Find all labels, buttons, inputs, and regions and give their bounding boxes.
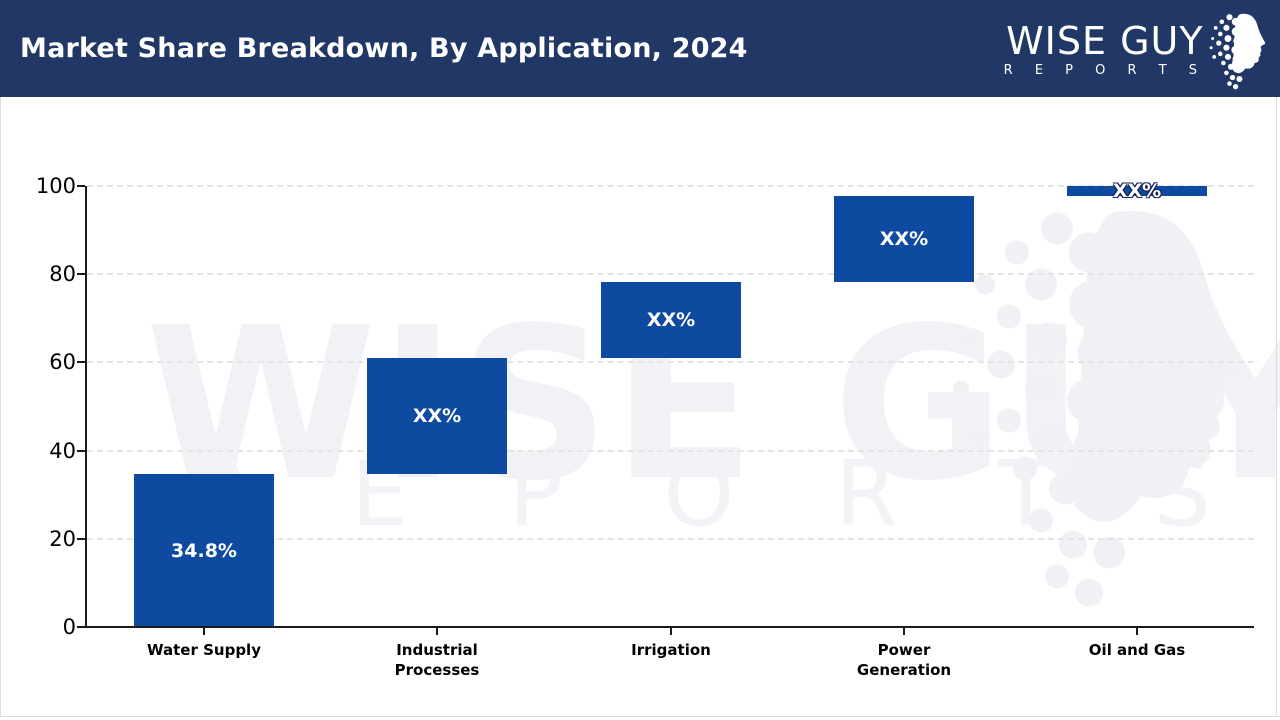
brand-logo-text: WISE GUY R E P O R T S xyxy=(1003,18,1206,79)
header-bar: Market Share Breakdown, By Application, … xyxy=(0,0,1280,97)
bar-irrigation: XX% xyxy=(601,282,741,358)
y-tick-label-0: 0 xyxy=(62,615,76,639)
y-tick-40 xyxy=(77,450,85,452)
brand-logo: WISE GUY R E P O R T S xyxy=(1004,6,1270,94)
x-tick-power-generation xyxy=(903,628,905,635)
y-axis-line xyxy=(85,186,87,628)
gridline-20 xyxy=(87,538,1254,540)
gridline-60 xyxy=(87,361,1254,363)
bar-value-label: XX% xyxy=(646,309,696,331)
bar-oil-and-gas: XX% xyxy=(1067,180,1207,202)
y-tick-80 xyxy=(77,273,85,275)
brand-subtitle: R E P O R T S xyxy=(1003,63,1206,79)
x-tick-industrial-processes xyxy=(436,628,438,635)
bar-water-supply: 34.8% xyxy=(134,474,274,627)
bar-value-label: XX% xyxy=(1112,180,1162,202)
y-tick-label-20: 20 xyxy=(49,527,76,551)
frame-border-bottom xyxy=(0,716,1280,717)
x-tick-water-supply xyxy=(203,628,205,635)
y-tick-60 xyxy=(77,361,85,363)
x-category-label-oil-and-gas: Oil and Gas xyxy=(1088,641,1186,659)
y-tick-100 xyxy=(77,185,85,187)
brand-name: WISE GUY xyxy=(1006,18,1204,63)
frame-border-right xyxy=(1276,97,1277,716)
x-tick-irrigation xyxy=(670,628,672,635)
bar-power-generation: XX% xyxy=(834,196,974,282)
y-tick-0 xyxy=(77,626,85,628)
x-category-label-power-generation: Power Generation xyxy=(856,641,952,680)
gridline-40 xyxy=(87,450,1254,452)
y-tick-label-100: 100 xyxy=(35,174,76,198)
bar-value-label: 34.8% xyxy=(171,539,237,562)
frame-border-left xyxy=(0,97,1,716)
gridline-80 xyxy=(87,273,1254,275)
bar-value-label: XX% xyxy=(412,405,462,427)
x-category-label-irrigation: Irrigation xyxy=(631,641,711,659)
gridline-100 xyxy=(87,185,1254,187)
y-tick-20 xyxy=(77,538,85,540)
x-axis-line xyxy=(87,626,1254,628)
y-tick-label-80: 80 xyxy=(49,262,76,286)
y-tick-label-40: 40 xyxy=(49,439,76,463)
x-category-label-industrial-processes: Industrial Processes xyxy=(394,641,480,680)
x-category-label-water-supply: Water Supply xyxy=(147,641,261,659)
y-tick-label-60: 60 xyxy=(49,350,76,374)
x-tick-oil-and-gas xyxy=(1136,628,1138,635)
bar-industrial-processes: XX% xyxy=(367,358,507,474)
bar-value-label: XX% xyxy=(879,228,929,250)
page-title: Market Share Breakdown, By Application, … xyxy=(20,33,748,64)
